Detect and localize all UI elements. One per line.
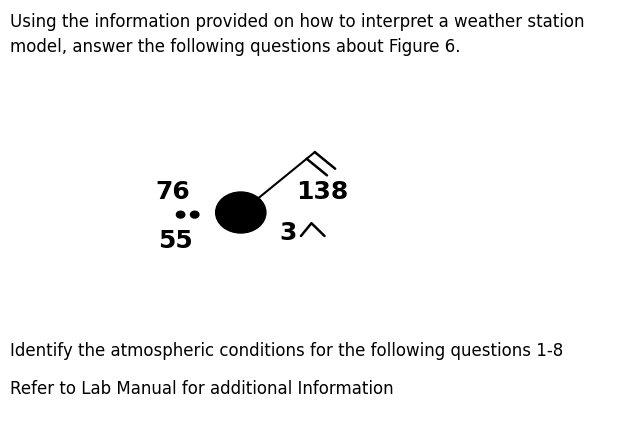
Text: 3: 3 [279,220,296,244]
Circle shape [216,193,266,233]
Text: Refer to Lab Manual for additional Information: Refer to Lab Manual for additional Infor… [11,379,394,397]
Text: Identify the atmospheric conditions for the following questions 1-8: Identify the atmospheric conditions for … [11,341,563,359]
Text: 55: 55 [158,229,193,253]
Text: 76: 76 [155,180,190,204]
Text: Using the information provided on how to interpret a weather station
model, answ: Using the information provided on how to… [11,13,585,56]
Circle shape [190,212,199,219]
Text: 138: 138 [296,180,348,204]
Circle shape [177,212,185,219]
